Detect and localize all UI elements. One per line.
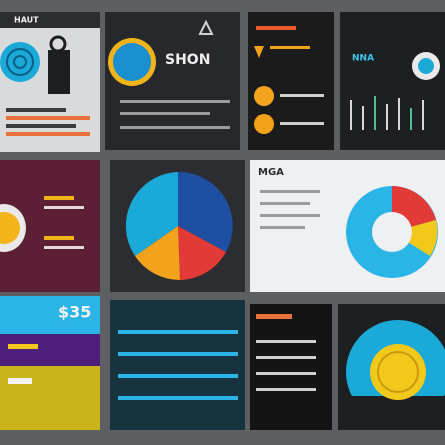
panel-top-right-part bbox=[398, 98, 400, 130]
panel-gauge bbox=[338, 304, 445, 430]
panel-table-part bbox=[118, 352, 238, 356]
panel-title: SHON bbox=[165, 52, 210, 68]
panel-bottom-left-part bbox=[0, 334, 100, 366]
panel-donut-part bbox=[260, 202, 310, 205]
panel-label: HAUT bbox=[14, 16, 39, 25]
panel-middle-left-part bbox=[0, 212, 20, 244]
panel-table-part bbox=[118, 374, 238, 378]
panel-top-middle-part bbox=[113, 43, 151, 81]
price: $35 bbox=[58, 303, 91, 322]
panel-top-orange-part bbox=[254, 114, 274, 134]
panel-pie-part bbox=[178, 171, 233, 252]
panel-table-part bbox=[110, 300, 245, 430]
panel-top-left-part bbox=[13, 55, 27, 69]
panel-top-middle-part bbox=[120, 126, 230, 129]
panel-donut bbox=[250, 160, 445, 292]
panel-pie-part bbox=[135, 226, 180, 281]
panel-top-orange-part bbox=[270, 46, 310, 49]
panel-top-left-part bbox=[6, 116, 90, 120]
panel-top-middle-part bbox=[198, 19, 214, 35]
panel-list-part bbox=[256, 340, 316, 343]
panel-gauge-part bbox=[338, 396, 445, 430]
panel-bottom-left-part bbox=[0, 296, 100, 334]
panel-table bbox=[110, 300, 245, 430]
panel-donut-part bbox=[260, 190, 320, 193]
panel-bottom-left-part bbox=[0, 366, 100, 430]
panel-pie-part bbox=[125, 172, 178, 256]
panel-donut-part bbox=[260, 226, 305, 229]
panel-top-left-part bbox=[48, 50, 70, 94]
panel-top-orange-part bbox=[280, 122, 324, 125]
panel-top-right-part bbox=[340, 12, 445, 150]
panel-top-right bbox=[340, 12, 445, 150]
panel-list-part bbox=[256, 372, 316, 375]
panel-top-middle-part bbox=[120, 112, 210, 115]
panel-bottom-left bbox=[0, 296, 100, 430]
panel-top-left-part bbox=[0, 42, 40, 82]
panel-top-orange-part bbox=[280, 94, 324, 97]
panel-list-part bbox=[256, 314, 292, 319]
panel-top-right-part bbox=[422, 100, 424, 130]
panel-middle-left-part bbox=[44, 196, 74, 200]
panel-top-right-part bbox=[374, 96, 376, 130]
panel-top-orange-part bbox=[254, 46, 264, 58]
panel-top-right-part bbox=[410, 108, 412, 130]
panel-top-right-part bbox=[418, 58, 434, 74]
panel-list bbox=[250, 304, 332, 430]
panel-top-orange-part bbox=[254, 86, 274, 106]
panel-top-middle bbox=[105, 12, 240, 150]
panel-label: NNA bbox=[352, 54, 374, 64]
panel-top-left-part bbox=[6, 48, 34, 76]
panel-middle-left bbox=[0, 160, 100, 292]
panel-table-part bbox=[118, 396, 238, 400]
panel-title: MGA bbox=[258, 167, 284, 178]
panel-list-part bbox=[256, 388, 316, 391]
panel-top-left-part bbox=[6, 124, 76, 128]
panel-top-right-part bbox=[362, 106, 364, 130]
panel-top-left-part bbox=[49, 35, 67, 53]
panel-top-left bbox=[0, 12, 100, 152]
panel-list-part bbox=[256, 356, 316, 359]
panel-top-orange bbox=[248, 12, 334, 150]
panel-gauge-part bbox=[377, 351, 419, 393]
panel-top-left-part bbox=[6, 132, 90, 136]
panel-top-orange-part bbox=[256, 26, 296, 30]
panel-bottom-left-part bbox=[8, 378, 32, 384]
panel-top-left-part bbox=[6, 108, 66, 112]
panel-bottom-left-part bbox=[8, 344, 38, 349]
panel-donut-part bbox=[372, 212, 412, 252]
panel-pie-part bbox=[178, 226, 226, 280]
panel-middle-left-part bbox=[44, 236, 74, 240]
panel-middle-left-part bbox=[44, 246, 84, 249]
panel-donut-part bbox=[260, 214, 320, 217]
panel-list-part bbox=[250, 304, 332, 430]
panel-pie bbox=[110, 160, 245, 292]
panel-table-part bbox=[118, 330, 238, 334]
panel-top-right-part bbox=[386, 104, 388, 130]
panel-middle-left-part bbox=[44, 206, 84, 209]
panel-top-middle-part bbox=[120, 100, 230, 103]
panel-top-left-part bbox=[0, 12, 100, 28]
panel-top-right-part bbox=[350, 100, 352, 130]
